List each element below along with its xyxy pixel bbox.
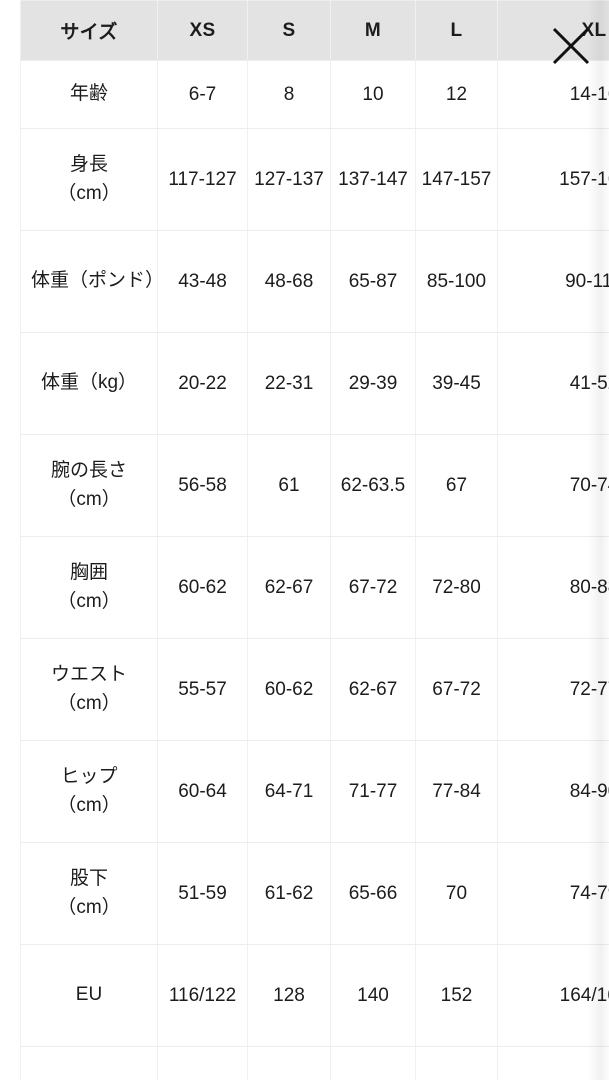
cell-value: 12 [415,60,498,129]
table-header: サイズ XS S M L XL [20,0,609,61]
cell-value: 6-7 [157,60,248,129]
table-row: 身長（cm）117-127127-137137-147147-157157-16… [20,128,609,231]
cell-value: 8 [247,60,331,129]
cell-value: 127-137 [247,128,331,231]
cell-value: 41-52 [497,332,609,435]
cell-value: 62-67 [247,536,331,639]
cell-value: 160 [497,1046,609,1080]
cell-value: 67-72 [415,638,498,741]
cell-value: 157-168 [497,128,609,231]
cell-value: 70 [415,842,498,945]
cell-value: 90-115 [497,230,609,333]
cell-value: 84-90 [497,740,609,843]
cell-value: 14-16 [497,60,609,129]
table-row: JPN120130140150160 [20,1046,609,1080]
cell-value: 130 [247,1046,331,1080]
cell-value: 29-39 [330,332,416,435]
cell-value: 62-63.5 [330,434,416,537]
cell-value: 152 [415,944,498,1047]
cell-value: 116/122 [157,944,248,1047]
close-button[interactable] [551,26,591,66]
column-header-xl: XL [497,0,609,61]
cell-value: 62-67 [330,638,416,741]
cell-value: 140 [330,1046,416,1080]
cell-value: 10 [330,60,416,129]
cell-value: 80-88 [497,536,609,639]
cell-value: 39-45 [415,332,498,435]
row-label: 体重（kg） [20,332,158,435]
cell-value: 60-62 [157,536,248,639]
cell-value: 150 [415,1046,498,1080]
cell-value: 56-58 [157,434,248,537]
row-label: ヒップ （cm） [20,740,158,843]
cell-value: 147-157 [415,128,498,231]
cell-value: 67 [415,434,498,537]
table-body: 年齢6-78101214-16身長（cm）117-127127-137137-1… [20,60,609,1080]
cell-value: 60-64 [157,740,248,843]
column-header-xs: XS [157,0,248,61]
cell-value: 120 [157,1046,248,1080]
row-label: ウエスト （cm） [20,638,158,741]
cell-value: 61 [247,434,331,537]
cell-value: 67-72 [330,536,416,639]
cell-value: 64-71 [247,740,331,843]
left-margin-strip [0,0,20,1080]
cell-value: 128 [247,944,331,1047]
cell-value: 51-59 [157,842,248,945]
cell-value: 43-48 [157,230,248,333]
cell-value: 22-31 [247,332,331,435]
size-chart-table: サイズ XS S M L XL 年齢6-78101214-16身長（cm）117… [20,0,609,1080]
cell-value: 61-62 [247,842,331,945]
cell-value: 55-57 [157,638,248,741]
cell-value: 140 [330,944,416,1047]
cell-value: 60-62 [247,638,331,741]
cell-value: 74-79 [497,842,609,945]
cell-value: 65-87 [330,230,416,333]
close-icon [551,26,591,66]
cell-value: 71-77 [330,740,416,843]
row-label: 身長 （cm） [20,128,158,231]
cell-value: 85-100 [415,230,498,333]
cell-value: 137-147 [330,128,416,231]
cell-value: 72-80 [415,536,498,639]
column-header-size: サイズ [20,0,158,61]
row-label: JPN [20,1046,158,1080]
table-header-row: サイズ XS S M L XL [20,0,609,61]
cell-value: 20-22 [157,332,248,435]
row-label: 年齢 [20,60,158,129]
row-label: 体重（ポンド） [20,230,158,333]
row-label: 腕の長さ （cm） [20,434,158,537]
column-header-l: L [415,0,498,61]
column-header-s: S [247,0,331,61]
row-label: 胸囲 （cm） [20,536,158,639]
size-chart-scroll-container[interactable]: サイズ XS S M L XL 年齢6-78101214-16身長（cm）117… [20,0,609,1080]
row-label: 股下 （cm） [20,842,158,945]
cell-value: 65-66 [330,842,416,945]
cell-value: 164/166 [497,944,609,1047]
cell-value: 72-77 [497,638,609,741]
cell-value: 70-74 [497,434,609,537]
cell-value: 77-84 [415,740,498,843]
cell-value: 117-127 [157,128,248,231]
column-header-m: M [330,0,416,61]
row-label: EU [20,944,158,1047]
cell-value: 48-68 [247,230,331,333]
